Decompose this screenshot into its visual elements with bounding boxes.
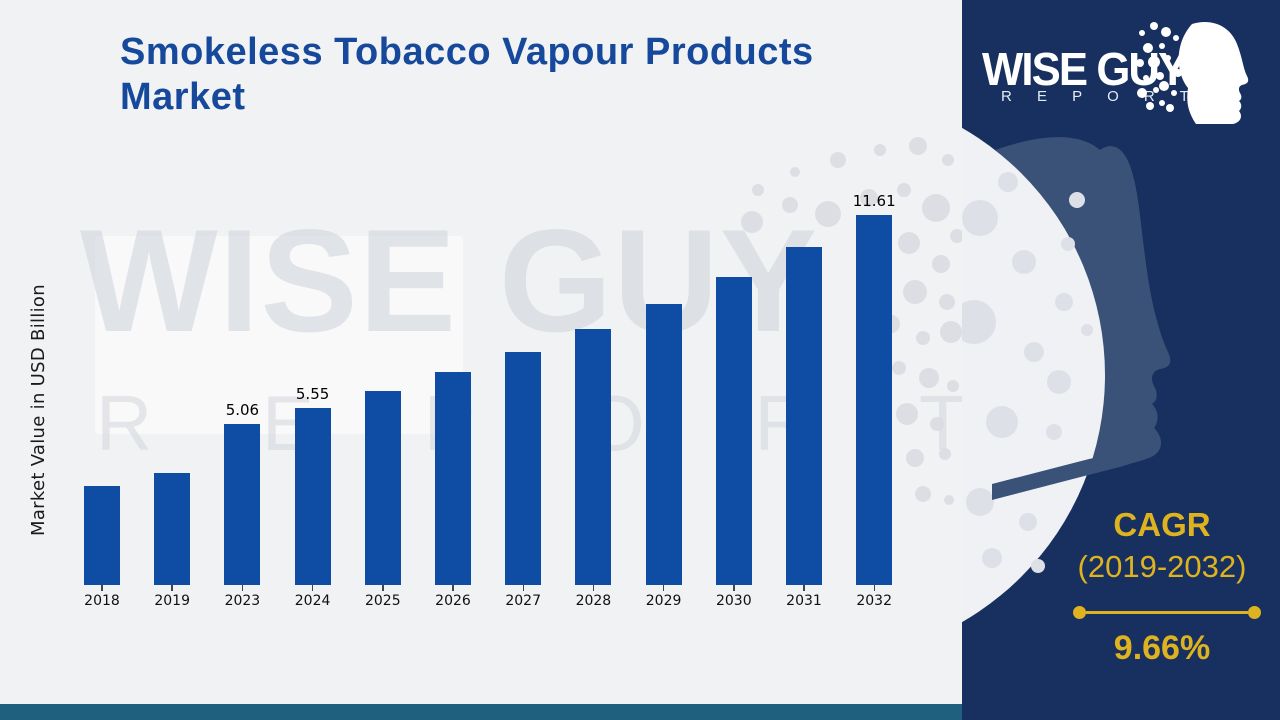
halftone-dot — [782, 197, 798, 213]
cagr-range: (2019-2032) — [1077, 549, 1247, 584]
head-silhouette — [992, 137, 1171, 500]
bar — [645, 304, 682, 585]
halftone-dot — [950, 229, 964, 243]
halftone-dot — [741, 211, 763, 233]
circle-halftone-dots — [962, 172, 1093, 573]
logo-face-icon — [1136, 22, 1249, 124]
x-tick-label: 2028 — [575, 593, 612, 609]
divider-line — [1086, 611, 1248, 614]
halftone-dot — [932, 255, 950, 273]
halftone-dot — [752, 184, 764, 196]
x-tick-label: 2019 — [154, 593, 190, 609]
bar — [84, 486, 120, 585]
halftone-dot — [919, 368, 939, 388]
brand-panel-art — [962, 127, 1171, 623]
halftone-dot — [939, 448, 951, 460]
x-tick-label: 2018 — [84, 593, 120, 609]
halftone-dot — [942, 154, 954, 166]
x-tick — [311, 585, 314, 591]
halftone-dot — [896, 403, 918, 425]
bar — [294, 408, 331, 585]
cagr-heading: CAGR — [1113, 506, 1211, 543]
watermark-wiseguy-text: WISE GUY — [80, 199, 819, 362]
logo-head-silhouette — [1178, 22, 1249, 124]
halftone-dot — [916, 331, 930, 345]
x-tick — [171, 585, 173, 591]
bar — [364, 390, 401, 585]
x-tick-label: 2032 — [856, 593, 892, 609]
halftone-dot — [897, 183, 911, 197]
halftone-dot — [947, 380, 959, 392]
x-tick-label: 2031 — [786, 593, 822, 609]
x-tick — [662, 585, 665, 591]
x-tick-label: 2024 — [294, 593, 331, 609]
page-title: Smokeless Tobacco Vapour Products Market — [120, 31, 814, 118]
halftone-dot — [906, 449, 924, 467]
bottom-accent-strip — [0, 704, 962, 720]
halftone-dot — [940, 321, 962, 343]
halftone-dot — [944, 495, 954, 505]
halftone-dot — [892, 361, 906, 375]
x-tick — [803, 585, 805, 591]
watermark-reports-text: R E P O R T S — [96, 379, 1171, 467]
bar — [154, 473, 191, 585]
x-tick-label: 2027 — [505, 593, 541, 609]
logo-subtitle: R E P O R T S — [1001, 88, 1235, 105]
bar-value-label: 5.06 — [225, 400, 260, 419]
bar — [505, 351, 542, 585]
logo-wordmark: WISE GUY — [982, 43, 1187, 95]
logo: WISE GUY R E P O R T S — [962, 0, 1280, 130]
x-tick-label: 2023 — [224, 593, 261, 609]
x-tick-label: 2030 — [715, 593, 752, 609]
x-tick — [452, 585, 454, 591]
x-tick — [522, 585, 524, 591]
bar — [856, 214, 893, 585]
cagr-value: 9.66% — [1113, 629, 1211, 667]
halftone-dot — [860, 189, 878, 207]
x-tick-label: 2029 — [645, 593, 682, 609]
halftone-dot — [915, 486, 931, 502]
bar-value-label: 11.61 — [852, 191, 896, 210]
cagr-divider — [1073, 606, 1261, 619]
brand-panel: WISE GUY R E P O R T S CAGR (2019-2032) — [962, 0, 1280, 720]
halftone-dot — [898, 232, 920, 254]
x-tick — [733, 585, 735, 591]
x-tick — [101, 585, 103, 591]
bar — [715, 277, 752, 585]
bar — [786, 247, 822, 585]
neck-band — [992, 457, 1123, 500]
halftone-dot — [874, 144, 886, 156]
halftone-dot — [939, 294, 955, 310]
watermark-highlight-patch — [95, 236, 463, 434]
x-tick-label: 2025 — [364, 593, 401, 609]
divider-dot-left — [1073, 606, 1086, 619]
halftone-dot — [930, 417, 944, 431]
halftone-dot — [830, 152, 846, 168]
x-tick — [592, 585, 595, 591]
x-tick — [241, 585, 244, 591]
light-circle — [962, 127, 1105, 623]
halftone-dot — [909, 137, 927, 155]
bar — [224, 423, 261, 585]
bar — [435, 372, 471, 585]
halftone-dot — [903, 280, 927, 304]
divider-dot-right — [1248, 606, 1261, 619]
halftone-dot — [922, 194, 950, 222]
halftone-dot — [815, 201, 841, 227]
x-tick-label: 2026 — [435, 593, 471, 609]
bar-value-label: 5.55 — [295, 385, 330, 404]
bar — [575, 329, 612, 585]
halftone-dot — [790, 167, 800, 177]
x-tick — [382, 585, 384, 591]
x-tick — [873, 585, 875, 591]
